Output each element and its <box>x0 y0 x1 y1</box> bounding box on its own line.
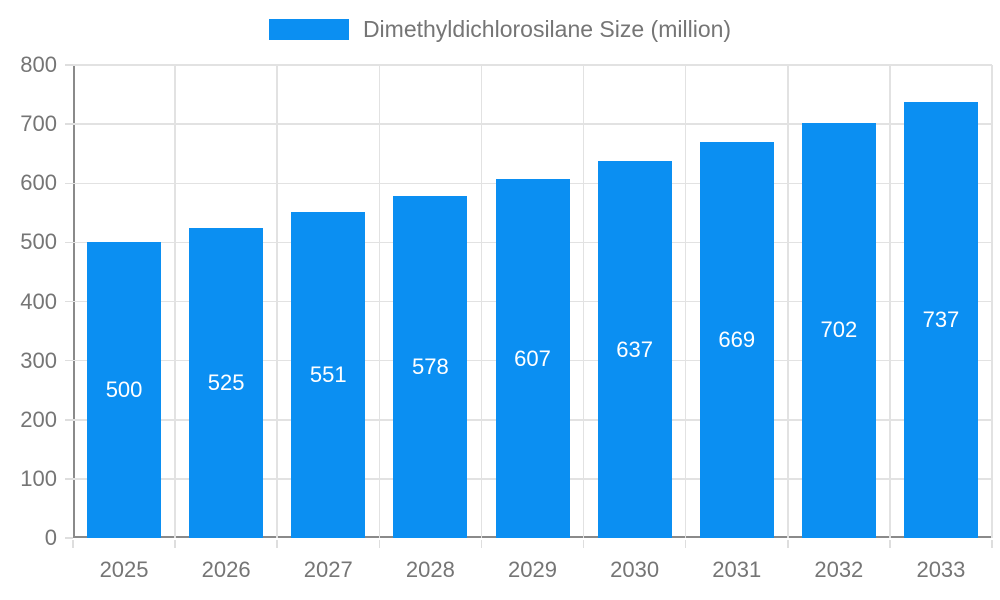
bar <box>87 242 162 538</box>
x-axis-tick-label: 2028 <box>405 557 455 582</box>
gridline-vertical <box>684 65 687 538</box>
x-axis-tick <box>276 540 278 548</box>
y-axis-tick-label: 300 <box>20 347 57 373</box>
bar-value-label: 500 <box>105 377 143 403</box>
x-axis-tick-label: 2027 <box>303 557 353 582</box>
x-axis-tick-label: 2025 <box>99 557 149 582</box>
gridline-horizontal <box>73 64 992 66</box>
gridline-horizontal <box>73 123 992 125</box>
y-axis-tick <box>65 478 73 480</box>
y-axis-tick-label: 100 <box>20 465 57 491</box>
x-axis-tick <box>378 540 381 548</box>
bar <box>597 161 672 538</box>
x-axis-tick <box>684 540 687 548</box>
x-axis-tick-label: 2030 <box>610 557 660 582</box>
bar-value-label: 702 <box>820 317 858 343</box>
bar-value-label: 637 <box>616 336 653 362</box>
x-axis-tick <box>174 540 176 548</box>
y-axis-tick <box>65 182 73 184</box>
y-axis-tick-label: 700 <box>20 111 57 137</box>
bar <box>189 227 264 538</box>
x-axis-tick <box>582 540 585 548</box>
x-axis-tick-label: 2033 <box>916 557 966 582</box>
y-axis-tick <box>65 64 73 66</box>
bar-value-label: 607 <box>514 345 551 371</box>
y-axis-tick-label: 200 <box>20 406 57 432</box>
bar <box>699 142 774 538</box>
gridline-vertical <box>787 65 789 538</box>
gridline-vertical <box>582 65 585 538</box>
gridline-vertical <box>991 65 993 538</box>
x-axis-tick-label: 2032 <box>814 557 864 582</box>
x-axis-tick <box>889 540 891 548</box>
bar <box>291 212 366 538</box>
bar <box>801 122 876 538</box>
gridline-vertical <box>378 65 381 538</box>
y-axis-tick <box>65 359 73 362</box>
gridline-vertical <box>174 65 176 538</box>
legend-label: Dimethyldichlorosilane Size (million) <box>362 16 732 42</box>
bar <box>903 102 978 538</box>
x-axis-tick <box>480 540 483 548</box>
gridline-vertical <box>276 65 278 538</box>
gridline-vertical <box>889 65 891 538</box>
x-axis-tick <box>72 540 74 548</box>
bar-value-label: 551 <box>309 362 347 388</box>
x-axis-tick-label: 2026 <box>201 557 251 582</box>
bar-value-label: 525 <box>207 369 245 395</box>
x-axis-tick <box>991 540 993 548</box>
y-axis-tick <box>65 241 73 244</box>
bar-value-label: 578 <box>412 354 449 380</box>
x-axis-tick-label: 2029 <box>508 557 557 582</box>
bar-value-label: 737 <box>922 307 960 333</box>
bar <box>495 179 570 538</box>
y-axis-tick <box>65 300 73 303</box>
y-axis-tick-label: 400 <box>20 288 57 314</box>
y-axis-tick-label: 0 <box>44 525 57 550</box>
y-axis-tick-label: 600 <box>20 170 57 196</box>
gridline-vertical <box>480 65 483 538</box>
x-axis-tick <box>787 540 789 548</box>
x-axis-tick-label: 2031 <box>712 557 762 582</box>
bar <box>393 196 468 538</box>
legend-item[interactable]: Dimethyldichlorosilane Size (million) <box>0 18 1000 41</box>
y-axis-tick-label: 500 <box>20 229 57 255</box>
y-axis-tick <box>65 419 73 421</box>
bar-value-label: 669 <box>718 327 756 353</box>
y-axis-tick <box>65 537 73 539</box>
legend-swatch <box>268 19 349 40</box>
y-axis-tick <box>65 123 73 125</box>
y-axis-tick-label: 800 <box>20 52 57 77</box>
